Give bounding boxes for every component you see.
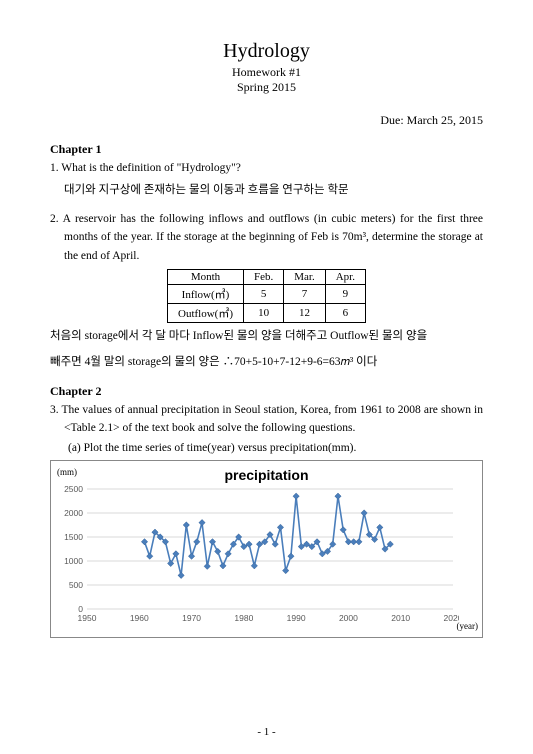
- svg-text:1960: 1960: [130, 613, 149, 623]
- chart-title: precipitation: [59, 467, 474, 483]
- q1-answer: 대기와 지구상에 존재하는 물의 이동과 흐름을 연구하는 학문: [50, 181, 483, 199]
- q3-text: The values of annual precipitation in Se…: [59, 404, 483, 434]
- svg-text:2010: 2010: [391, 613, 410, 623]
- table-cell: 9: [325, 284, 365, 303]
- due-date: Due: March 25, 2015: [50, 113, 483, 128]
- q2-text: A reservoir has the following inflows an…: [59, 213, 483, 262]
- svg-text:2500: 2500: [64, 485, 83, 494]
- precipitation-chart: (mm) precipitation 050010001500200025001…: [50, 460, 483, 638]
- svg-text:1980: 1980: [234, 613, 253, 623]
- table-cell: 12: [284, 303, 325, 322]
- question-3: 3. The values of annual precipitation in…: [50, 401, 483, 438]
- svg-text:1950: 1950: [78, 613, 97, 623]
- svg-text:1500: 1500: [64, 532, 83, 542]
- table-cell: 5: [244, 284, 284, 303]
- table-header-row: Month Feb. Mar. Apr.: [168, 269, 366, 284]
- q3-number: 3.: [50, 404, 59, 416]
- table-row: Outflow(㎥) 10 12 6: [168, 303, 366, 322]
- page-title: Hydrology: [50, 40, 483, 63]
- svg-text:1970: 1970: [182, 613, 201, 623]
- q2-number: 2.: [50, 213, 59, 225]
- question-2: 2. A reservoir has the following inflows…: [50, 210, 483, 265]
- svg-text:1990: 1990: [287, 613, 306, 623]
- chart-svg: 0500100015002000250019501960197019801990…: [59, 485, 459, 625]
- q1-number: 1.: [50, 162, 59, 174]
- y-axis-unit: (mm): [57, 467, 77, 477]
- table-cell: Outflow(㎥): [168, 303, 244, 322]
- svg-text:2000: 2000: [339, 613, 358, 623]
- page-number: - 1 -: [0, 726, 533, 738]
- table-cell: Mar.: [284, 269, 325, 284]
- table-cell: 10: [244, 303, 284, 322]
- table-cell: 6: [325, 303, 365, 322]
- chapter-1-heading: Chapter 1: [50, 142, 483, 157]
- chapter-2-heading: Chapter 2: [50, 384, 483, 399]
- table-cell: Feb.: [244, 269, 284, 284]
- svg-text:500: 500: [69, 580, 83, 590]
- table-cell: Month: [168, 269, 244, 284]
- q1-text: What is the definition of "Hydrology"?: [59, 162, 241, 174]
- table-row: Inflow(㎥) 5 7 9: [168, 284, 366, 303]
- x-axis-unit: (year): [457, 621, 478, 631]
- question-3a: (a) Plot the time series of time(year) v…: [50, 442, 483, 454]
- term: Spring 2015: [50, 80, 483, 95]
- table-cell: Apr.: [325, 269, 365, 284]
- svg-text:1000: 1000: [64, 556, 83, 566]
- question-1: 1. What is the definition of "Hydrology"…: [50, 159, 483, 177]
- q2-answer-line1: 처음의 storage에서 각 달 마다 Inflow된 물의 양을 더해주고 …: [50, 327, 483, 345]
- svg-text:2000: 2000: [64, 508, 83, 518]
- homework-number: Homework #1: [50, 65, 483, 80]
- table-cell: Inflow(㎥): [168, 284, 244, 303]
- inflow-outflow-table: Month Feb. Mar. Apr. Inflow(㎥) 5 7 9 Out…: [167, 269, 366, 323]
- q2-answer-line2: 빼주면 4월 말의 storage의 물의 양은 ∴70+5-10+7-12+9…: [50, 353, 483, 371]
- table-cell: 7: [284, 284, 325, 303]
